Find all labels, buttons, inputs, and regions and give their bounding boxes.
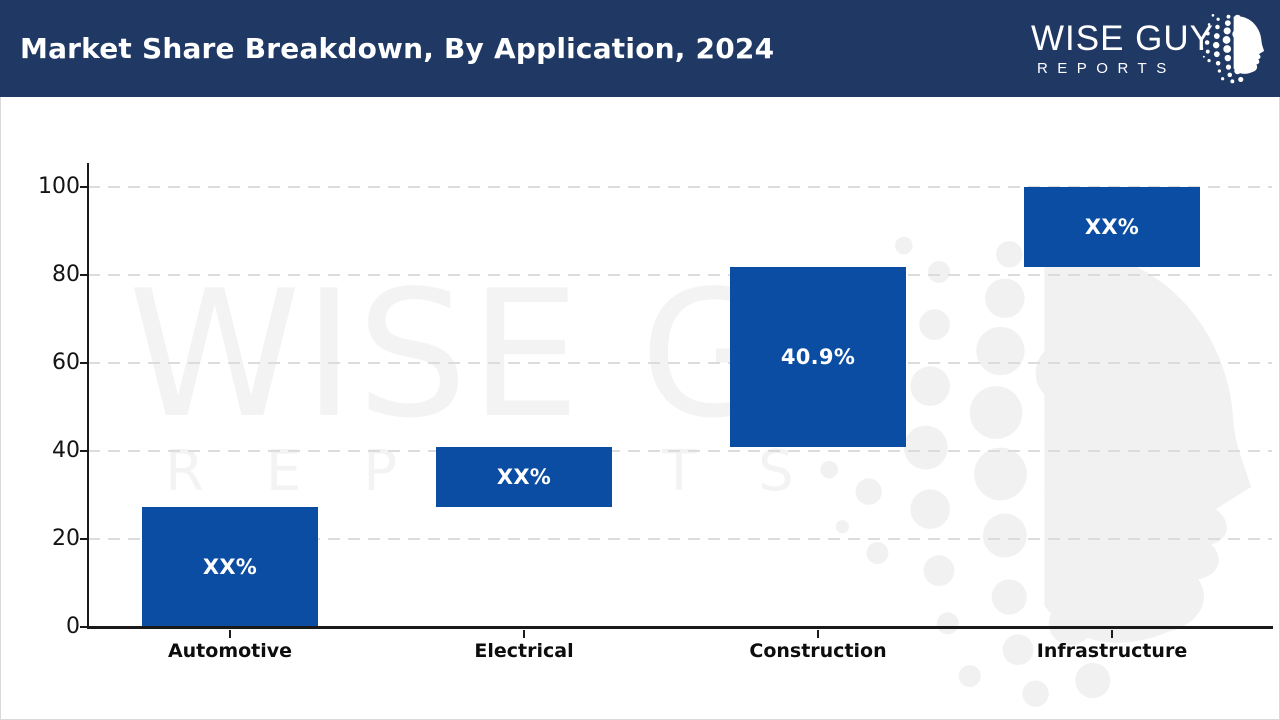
- bar-value-label: XX%: [496, 464, 552, 489]
- x-tick-construction: [817, 630, 819, 638]
- y-tick-label-80: 80: [52, 261, 80, 287]
- y-tick-60: [80, 361, 88, 364]
- x-axis-label-electrical: Electrical: [474, 640, 574, 662]
- gridline-60: [88, 361, 1272, 364]
- bar-construction: 40.9%: [730, 266, 906, 447]
- y-tick-20: [80, 537, 88, 540]
- x-tick-infrastructure: [1111, 630, 1113, 638]
- y-tick-label-40: 40: [52, 437, 80, 463]
- bar-electrical: XX%: [436, 446, 612, 507]
- y-tick-100: [80, 185, 88, 188]
- x-axis-label-automotive: Automotive: [167, 640, 293, 662]
- y-tick-label-20: 20: [52, 525, 80, 551]
- x-axis-label-infrastructure: Infrastructure: [1036, 640, 1188, 662]
- y-axis-line: [87, 163, 89, 629]
- gridline-80: [88, 273, 1272, 276]
- gridline-40: [88, 449, 1272, 452]
- x-axis-line: [87, 626, 1273, 629]
- brand-subtext: REPORTS: [1036, 59, 1176, 77]
- bar-infrastructure: XX%: [1024, 186, 1200, 267]
- y-tick-0: [80, 626, 88, 628]
- y-tick-40: [80, 449, 88, 452]
- y-tick-label-60: 60: [52, 349, 80, 375]
- bar-value-label: XX%: [1084, 214, 1140, 239]
- y-tick-label-0: 0: [66, 614, 80, 639]
- brand-head-icon: [1200, 14, 1265, 84]
- bar-value-label: XX%: [202, 554, 258, 579]
- brand-text: WISE GUY REPORTS: [1030, 19, 1214, 77]
- bar-automotive: XX%: [142, 506, 318, 627]
- x-tick-electrical: [523, 630, 525, 638]
- brand-wordmark: WISE GUY: [1030, 19, 1214, 59]
- gridline-100: [88, 185, 1272, 188]
- y-tick-80: [80, 273, 88, 276]
- y-tick-label-100: 100: [38, 173, 80, 199]
- header-bar: Market Share Breakdown, By Application, …: [0, 0, 1280, 97]
- brand-logo: WISE GUY REPORTS: [1031, 6, 1266, 92]
- x-axis-label-construction: Construction: [749, 640, 887, 662]
- bar-value-label: 40.9%: [780, 344, 856, 369]
- x-tick-automotive: [229, 630, 231, 638]
- page-title: Market Share Breakdown, By Application, …: [20, 32, 775, 65]
- gridline-20: [88, 537, 1272, 540]
